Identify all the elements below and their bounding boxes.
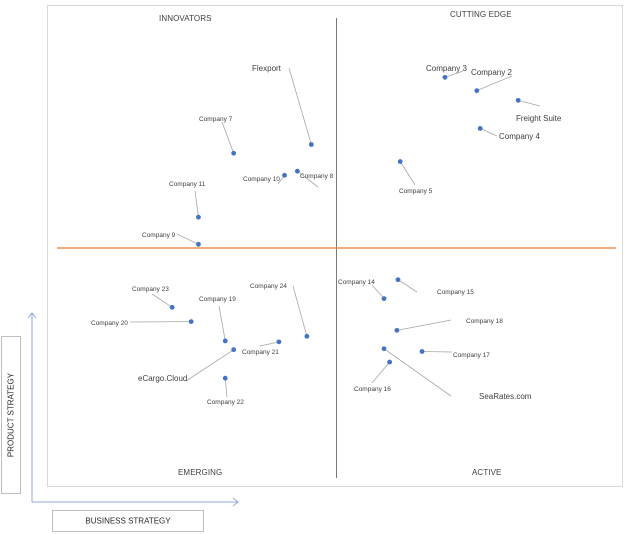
point-label-company-20: Company 20 bbox=[91, 320, 128, 327]
point-company-8 bbox=[294, 168, 300, 174]
point-label-company-2: Company 2 bbox=[471, 68, 512, 77]
point-label-company-15: Company 15 bbox=[437, 289, 474, 296]
point-company-7 bbox=[231, 150, 237, 156]
point-label-company-7: Company 7 bbox=[199, 116, 233, 123]
leader-line-company-23 bbox=[151, 293, 173, 308]
point-company-17 bbox=[419, 349, 425, 354]
x-axis-arrowhead bbox=[232, 497, 239, 507]
leader-line-company-2 bbox=[476, 75, 513, 92]
point-company-20 bbox=[188, 319, 194, 324]
leader-line-company-5 bbox=[399, 161, 416, 186]
point-label-company-23: Company 23 bbox=[132, 286, 169, 293]
point-label-company-11: Company 11 bbox=[169, 181, 206, 188]
point-company-9 bbox=[196, 241, 201, 247]
leader-line-company-9 bbox=[176, 233, 199, 245]
point-label-flexport: Flexport bbox=[252, 64, 282, 73]
leader-line-company-7 bbox=[221, 121, 235, 154]
point-label-company-22: Company 22 bbox=[207, 399, 244, 406]
point-company-21 bbox=[276, 339, 282, 345]
point-label-company-14: Company 14 bbox=[338, 279, 375, 286]
point-label-ecargo-cloud: eCargo.Cloud bbox=[138, 374, 187, 383]
point-ecargo-cloud bbox=[231, 347, 237, 353]
point-label-company-4: Company 4 bbox=[499, 132, 540, 141]
leader-line-freight-suite bbox=[518, 99, 541, 107]
point-company-2 bbox=[474, 88, 480, 94]
chart-frame bbox=[47, 5, 623, 487]
point-label-company-21: Company 21 bbox=[242, 349, 279, 356]
x-axis-label-box bbox=[52, 510, 204, 532]
quadrant-label-emerging: EMERGING bbox=[178, 468, 223, 477]
leader-line-company-22 bbox=[224, 378, 228, 398]
leader-line-searates-com bbox=[383, 348, 452, 397]
leader-line-company-8 bbox=[297, 170, 319, 188]
quadrant-label-active: ACTIVE bbox=[472, 468, 502, 477]
leader-line-company-16 bbox=[371, 361, 390, 384]
point-company-22 bbox=[222, 375, 228, 381]
point-company-24 bbox=[304, 333, 310, 339]
leader-line-company-19 bbox=[218, 305, 226, 341]
point-label-company-24: Company 24 bbox=[250, 283, 287, 290]
point-label-searates-com: SeaRates.com bbox=[479, 392, 532, 401]
point-company-16 bbox=[387, 359, 393, 365]
quadrant-label-cutting-edge: CUTTING EDGE bbox=[450, 10, 512, 19]
point-company-5 bbox=[397, 159, 403, 164]
point-searates-com bbox=[381, 346, 387, 352]
point-company-11 bbox=[196, 214, 201, 220]
leader-line-ecargo-cloud bbox=[185, 349, 234, 382]
point-label-company-9: Company 9 bbox=[142, 232, 176, 239]
point-company-18 bbox=[394, 327, 400, 333]
leader-line-flexport bbox=[288, 67, 312, 145]
y-axis-label-box bbox=[1, 336, 21, 494]
quadrant-label-innovators: INNOVATORS bbox=[159, 14, 212, 23]
point-company-23 bbox=[169, 304, 175, 310]
leader-line-company-24 bbox=[292, 285, 308, 337]
leader-line-company-11 bbox=[194, 190, 199, 218]
point-label-company-3: Company 3 bbox=[426, 64, 467, 73]
point-label-company-17: Company 17 bbox=[453, 352, 490, 359]
leader-line-company-3 bbox=[444, 70, 464, 78]
point-company-14 bbox=[381, 296, 387, 301]
point-label-company-18: Company 18 bbox=[466, 318, 503, 325]
point-company-3 bbox=[442, 74, 448, 80]
point-label-company-5: Company 5 bbox=[399, 188, 433, 195]
point-label-company-10: Company 10 bbox=[243, 176, 280, 183]
point-label-company-19: Company 19 bbox=[199, 296, 236, 303]
leader-line-company-17 bbox=[422, 351, 453, 353]
leader-line-company-14 bbox=[371, 284, 385, 299]
x-axis-label: BUSINESS STRATEGY bbox=[85, 516, 171, 526]
point-freight-suite bbox=[515, 97, 521, 103]
point-label-company-16: Company 16 bbox=[354, 386, 391, 393]
point-company-10 bbox=[282, 172, 287, 178]
point-company-15 bbox=[395, 277, 401, 283]
y-axis-arrowhead bbox=[27, 312, 37, 319]
leader-line-company-4 bbox=[479, 128, 498, 137]
leader-line-company-21 bbox=[259, 341, 280, 347]
point-label-freight-suite: Freight Suite bbox=[516, 114, 562, 123]
point-label-company-8: Company 8 bbox=[300, 173, 334, 180]
point-company-4 bbox=[477, 125, 483, 131]
leader-line-company-18 bbox=[396, 319, 452, 331]
leader-line-company-15 bbox=[397, 279, 418, 293]
point-flexport bbox=[308, 142, 314, 147]
point-company-19 bbox=[222, 338, 228, 344]
